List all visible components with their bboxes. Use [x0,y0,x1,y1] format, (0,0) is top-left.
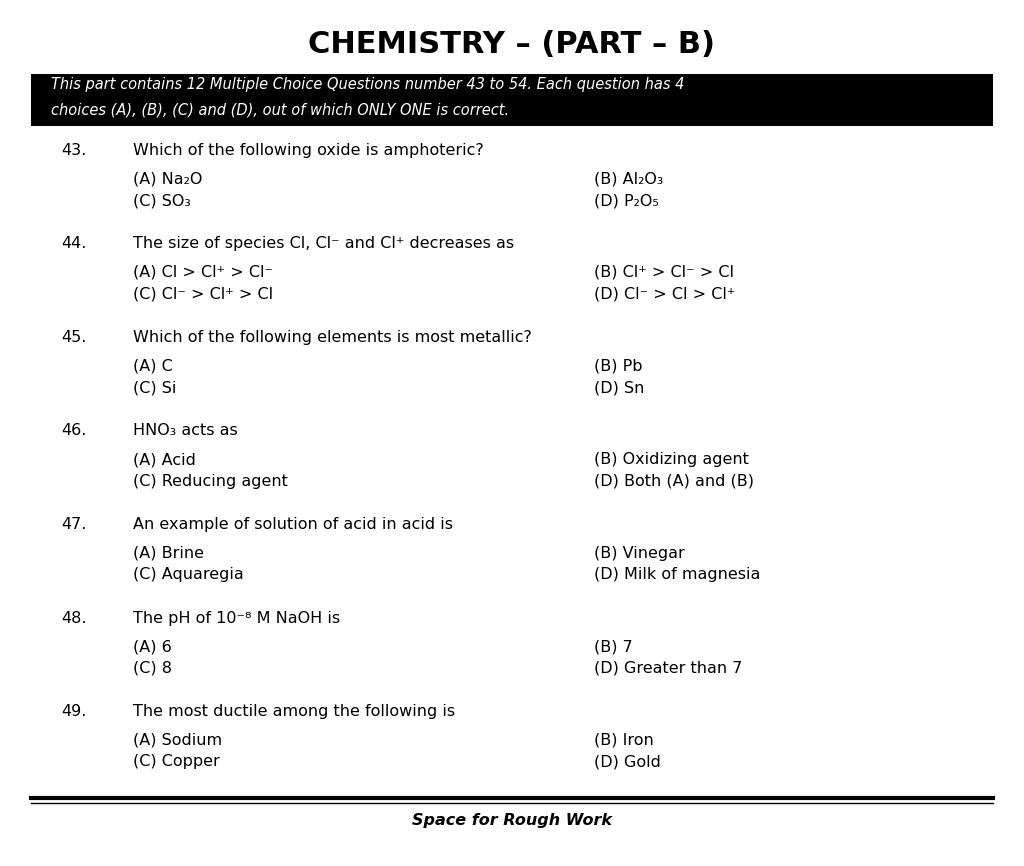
Text: (A) C: (A) C [133,359,173,373]
Text: HNO₃ acts as: HNO₃ acts as [133,423,238,438]
Text: An example of solution of acid in acid is: An example of solution of acid in acid i… [133,517,453,532]
Text: (A) Acid: (A) Acid [133,452,196,467]
Text: (C) Copper: (C) Copper [133,754,220,769]
Text: 44.: 44. [61,236,87,251]
Text: The pH of 10⁻⁸ M NaOH is: The pH of 10⁻⁸ M NaOH is [133,611,340,625]
Text: (C) Si: (C) Si [133,380,176,395]
Text: (B) Oxidizing agent: (B) Oxidizing agent [594,452,749,467]
Text: (B) 7: (B) 7 [594,639,633,654]
Text: (A) Sodium: (A) Sodium [133,733,222,747]
Text: (C) Cl⁻ > Cl⁺ > Cl: (C) Cl⁻ > Cl⁺ > Cl [133,287,273,301]
Text: (C) SO₃: (C) SO₃ [133,193,191,208]
Text: (D) P₂O₅: (D) P₂O₅ [594,193,658,208]
Text: (A) Cl > Cl⁺ > Cl⁻: (A) Cl > Cl⁺ > Cl⁻ [133,265,273,280]
Text: 48.: 48. [61,611,87,625]
Text: 45.: 45. [61,330,87,345]
Text: (B) Al₂O₃: (B) Al₂O₃ [594,171,664,186]
Text: (A) Brine: (A) Brine [133,546,204,560]
Text: (B) Iron: (B) Iron [594,733,653,747]
Text: (C) Reducing agent: (C) Reducing agent [133,474,288,488]
Text: (D) Greater than 7: (D) Greater than 7 [594,661,742,675]
Text: (D) Gold: (D) Gold [594,754,660,769]
Text: choices (A), (B), (C) and (D), out of which ONLY ONE is correct.: choices (A), (B), (C) and (D), out of wh… [51,102,509,118]
Text: The most ductile among the following is: The most ductile among the following is [133,704,456,719]
Text: CHEMISTRY – (PART – B): CHEMISTRY – (PART – B) [308,30,716,59]
Text: Space for Rough Work: Space for Rough Work [412,813,612,828]
Text: (A) 6: (A) 6 [133,639,172,654]
FancyBboxPatch shape [31,74,993,126]
Text: The size of species Cl, Cl⁻ and Cl⁺ decreases as: The size of species Cl, Cl⁻ and Cl⁺ decr… [133,236,514,251]
Text: This part contains 12 Multiple Choice Questions number 43 to 54. Each question h: This part contains 12 Multiple Choice Qu… [51,76,685,92]
Text: 47.: 47. [61,517,87,532]
Text: 49.: 49. [61,704,87,719]
Text: (B) Pb: (B) Pb [594,359,642,373]
Text: 43.: 43. [61,143,87,158]
Text: (D) Milk of magnesia: (D) Milk of magnesia [594,567,760,582]
Text: 46.: 46. [61,423,87,438]
Text: (C) 8: (C) 8 [133,661,172,675]
Text: (B) Vinegar: (B) Vinegar [594,546,685,560]
Text: (A) Na₂O: (A) Na₂O [133,171,203,186]
Text: (D) Both (A) and (B): (D) Both (A) and (B) [594,474,754,488]
Text: (D) Sn: (D) Sn [594,380,644,395]
Text: Which of the following oxide is amphoteric?: Which of the following oxide is amphoter… [133,143,484,158]
Text: (B) Cl⁺ > Cl⁻ > Cl: (B) Cl⁺ > Cl⁻ > Cl [594,265,734,280]
Text: (C) Aquaregia: (C) Aquaregia [133,567,244,582]
Text: (D) Cl⁻ > Cl > Cl⁺: (D) Cl⁻ > Cl > Cl⁺ [594,287,735,301]
Text: Which of the following elements is most metallic?: Which of the following elements is most … [133,330,532,345]
